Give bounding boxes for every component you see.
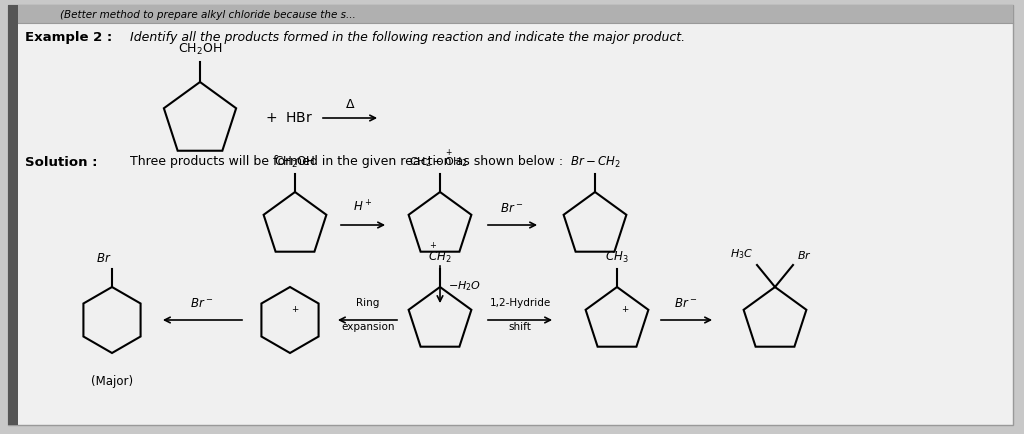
Text: $CH_3$: $CH_3$ <box>605 250 629 265</box>
Text: $\overset{+}{C}H_2$: $\overset{+}{C}H_2$ <box>428 241 452 265</box>
Text: shift: shift <box>509 322 531 332</box>
Text: $^+$: $^+$ <box>290 306 300 319</box>
Text: 1,2-Hydride: 1,2-Hydride <box>489 298 551 308</box>
Text: expansion: expansion <box>341 322 394 332</box>
FancyBboxPatch shape <box>8 5 1013 425</box>
Text: $^+$: $^+$ <box>620 306 630 319</box>
Text: Ring: Ring <box>356 298 380 308</box>
Text: $H^+$: $H^+$ <box>353 200 373 215</box>
Text: (Major): (Major) <box>91 375 133 388</box>
Text: $Br$: $Br$ <box>96 252 112 265</box>
Text: $Br^-$: $Br^-$ <box>190 297 214 310</box>
Text: $-H_2O$: $-H_2O$ <box>449 279 481 293</box>
Text: $Br-CH_2$: $Br-CH_2$ <box>569 155 621 170</box>
Text: Example 2 :: Example 2 : <box>25 32 113 45</box>
Text: $\mathregular{CH_2OH}$: $\mathregular{CH_2OH}$ <box>178 42 222 57</box>
Text: $Br^-$: $Br^-$ <box>675 297 697 310</box>
Bar <box>8 5 18 425</box>
Text: $\mathregular{CH_2-\overset{+}{O}H_2}$: $\mathregular{CH_2-\overset{+}{O}H_2}$ <box>409 147 467 170</box>
Bar <box>8 5 1013 23</box>
Text: Identify all the products formed in the following reaction and indicate the majo: Identify all the products formed in the … <box>130 32 685 45</box>
Text: (Better method to prepare alkyl chloride because the s...: (Better method to prepare alkyl chloride… <box>60 10 355 20</box>
Text: Solution :: Solution : <box>25 155 97 168</box>
Text: $\mathregular{CH_2OH}$: $\mathregular{CH_2OH}$ <box>274 155 315 170</box>
Text: $H_3C$: $H_3C$ <box>730 247 753 261</box>
Text: $\Delta$: $\Delta$ <box>345 99 355 112</box>
Text: Three products will be formed in the given reaction as shown below :: Three products will be formed in the giv… <box>130 155 563 168</box>
Text: $Br^-$: $Br^-$ <box>501 202 523 215</box>
Text: $+$  HBr: $+$ HBr <box>265 111 313 125</box>
Text: $Br$: $Br$ <box>797 249 812 261</box>
